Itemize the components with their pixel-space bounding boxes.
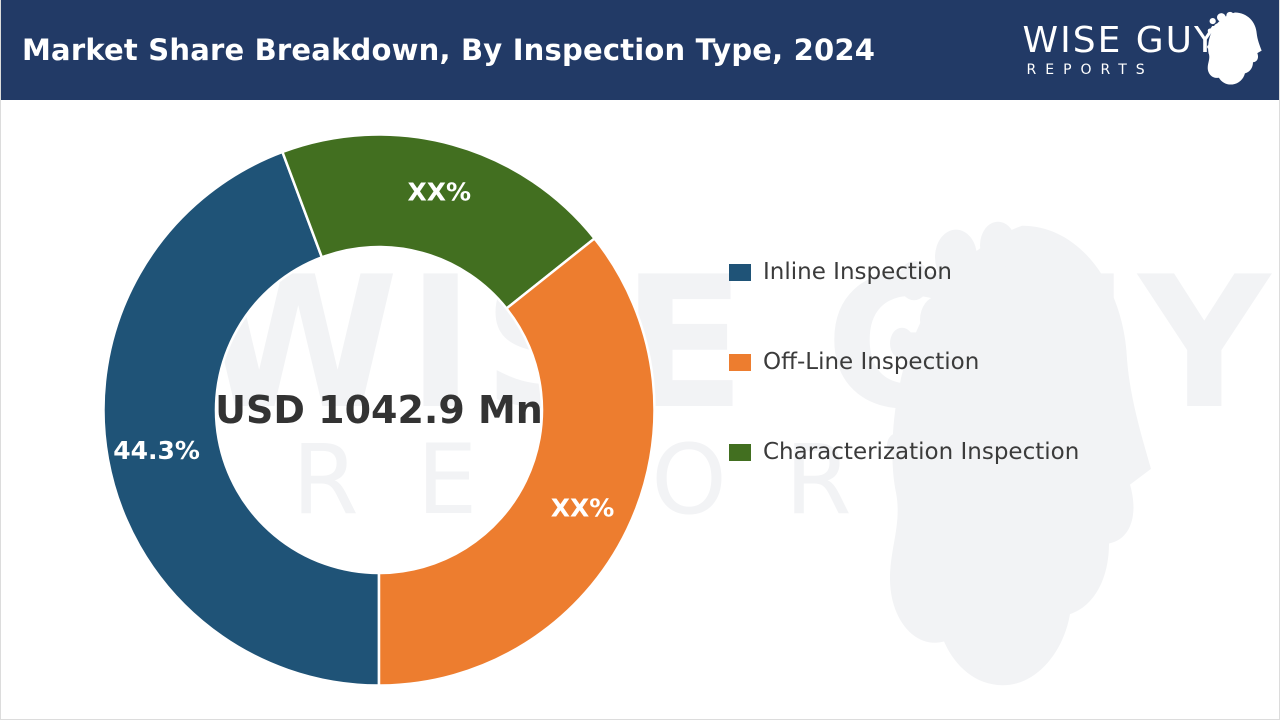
legend-label: Off-Line Inspection	[763, 349, 980, 375]
logo-wordmark: WISE GUY	[1022, 19, 1218, 61]
legend-item-inline-inspection: Inline Inspection	[729, 256, 1079, 288]
pie-segment-inline-inspection	[102, 150, 381, 687]
pie-segment-off-line-inspection	[377, 237, 656, 687]
chart-legend: Inline Inspection Off-Line Inspection Ch…	[729, 256, 1079, 526]
legend-swatch	[729, 263, 751, 281]
slice-value-label: XX%	[551, 494, 615, 523]
slice-value-label: XX%	[408, 178, 472, 207]
legend-label: Inline Inspection	[763, 259, 952, 285]
legend-swatch	[729, 353, 751, 371]
legend-label: Characterization Inspection	[763, 439, 1080, 465]
page-title: Market Share Breakdown, By Inspection Ty…	[22, 33, 876, 67]
slice-value-label: 44.3%	[113, 436, 200, 465]
wise-guy-logo: WISE GUY REPORTS	[1023, 0, 1267, 100]
header-bar: Market Share Breakdown, By Inspection Ty…	[0, 0, 1280, 100]
legend-item-characterization-inspection: Characterization Inspection	[729, 436, 1079, 468]
legend-swatch	[729, 443, 751, 461]
donut-chart: 44.3% XX% XX% USD 1042.9 Mn	[101, 132, 657, 688]
legend-item-offline-inspection: Off-Line Inspection	[729, 346, 1079, 378]
pie-segment-characterization-inspection	[281, 133, 596, 310]
logo-reports-text: REPORTS	[1026, 62, 1154, 79]
logo-head-icon	[1207, 11, 1262, 85]
donut-svg: 44.3% XX% XX%	[102, 133, 656, 687]
